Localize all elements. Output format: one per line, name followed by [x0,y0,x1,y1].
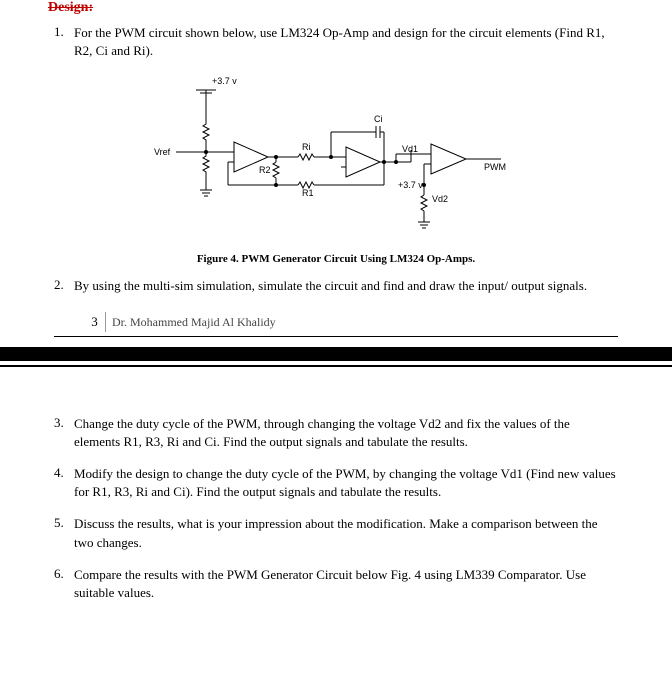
label-pwm: PWM [484,162,506,172]
q2-number: 2. [54,277,74,295]
q4-text: Modify the design to change the duty cyc… [74,465,618,501]
page-number: 3 [84,312,106,332]
section-divider-thick [0,347,672,361]
label-r1: R1 [302,188,314,198]
q5-number: 5. [54,515,74,551]
q1-text: For the PWM circuit shown below, use LM3… [74,24,618,60]
label-ci: Ci [374,114,383,124]
q6-text: Compare the results with the PWM Generat… [74,566,618,602]
page-bottom-section: 3. Change the duty cycle of the PWM, thr… [0,367,672,627]
q1-number: 1. [54,24,74,60]
design-header: Design: [48,0,618,16]
q3-number: 3. [54,415,74,451]
page-top-section: Design: 1. For the PWM circuit shown bel… [0,0,672,347]
author-name: Dr. Mohammed Majid Al Khalidy [112,315,276,332]
q4-number: 4. [54,465,74,501]
label-vd1: Vd1 [402,144,418,154]
label-supply: +3.7 v [212,76,237,86]
question-2: 2. By using the multi-sim simulation, si… [54,277,618,295]
figure-caption: Figure 4. PWM Generator Circuit Using LM… [54,253,618,265]
label-vd2: Vd2 [432,194,448,204]
question-3: 3. Change the duty cycle of the PWM, thr… [54,415,618,451]
circuit-figure: +3.7 v Vref R2 Ri R1 Ci Vd1 +3.7 v Vd2 P… [146,70,526,245]
question-1: 1. For the PWM circuit shown below, use … [54,24,618,60]
label-ri: Ri [302,142,311,152]
q6-number: 6. [54,566,74,602]
label-r2: R2 [259,165,271,175]
question-5: 5. Discuss the results, what is your imp… [54,515,618,551]
question-6: 6. Compare the results with the PWM Gene… [54,566,618,602]
q5-text: Discuss the results, what is your impres… [74,515,618,551]
page-footer: 3 Dr. Mohammed Majid Al Khalidy [54,312,618,337]
q2-text: By using the multi-sim simulation, simul… [74,277,618,295]
label-vref: Vref [154,147,171,157]
q3-text: Change the duty cycle of the PWM, throug… [74,415,618,451]
label-supply2: +3.7 v [398,180,423,190]
question-4: 4. Modify the design to change the duty … [54,465,618,501]
